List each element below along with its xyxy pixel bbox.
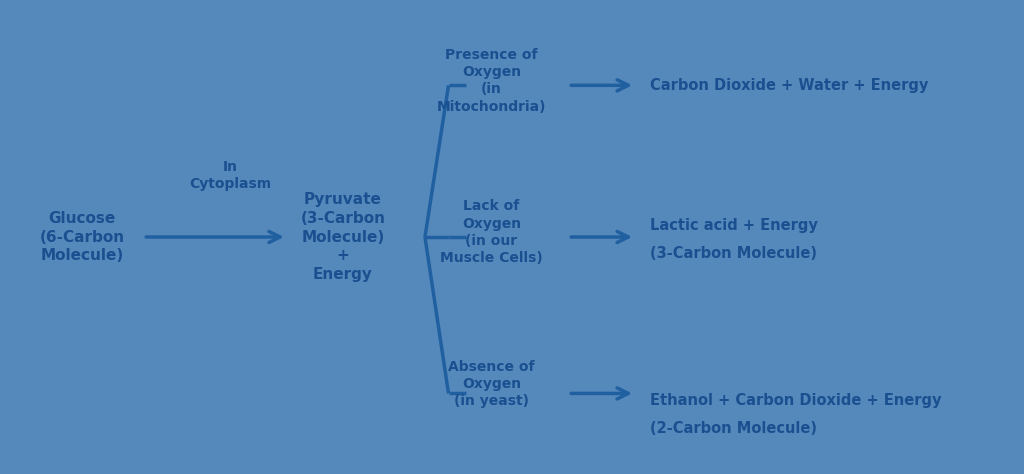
Text: Glucose
(6-Carbon
Molecule): Glucose (6-Carbon Molecule) (39, 211, 125, 263)
Text: (3-Carbon Molecule): (3-Carbon Molecule) (650, 246, 817, 261)
Text: Carbon Dioxide + Water + Energy: Carbon Dioxide + Water + Energy (650, 78, 929, 93)
Text: Absence of
Oxygen
(in yeast): Absence of Oxygen (in yeast) (449, 360, 535, 408)
Text: (2-Carbon Molecule): (2-Carbon Molecule) (650, 421, 817, 437)
Text: Pyruvate
(3-Carbon
Molecule)
+
Energy: Pyruvate (3-Carbon Molecule) + Energy (300, 192, 386, 282)
Text: Lactic acid + Energy: Lactic acid + Energy (650, 218, 818, 233)
Text: Ethanol + Carbon Dioxide + Energy: Ethanol + Carbon Dioxide + Energy (650, 393, 942, 408)
Text: In
Cytoplasm: In Cytoplasm (189, 160, 271, 191)
Text: Lack of
Oxygen
(in our
Muscle Cells): Lack of Oxygen (in our Muscle Cells) (440, 199, 543, 265)
Text: Presence of
Oxygen
(in
Mitochondria): Presence of Oxygen (in Mitochondria) (437, 47, 546, 114)
